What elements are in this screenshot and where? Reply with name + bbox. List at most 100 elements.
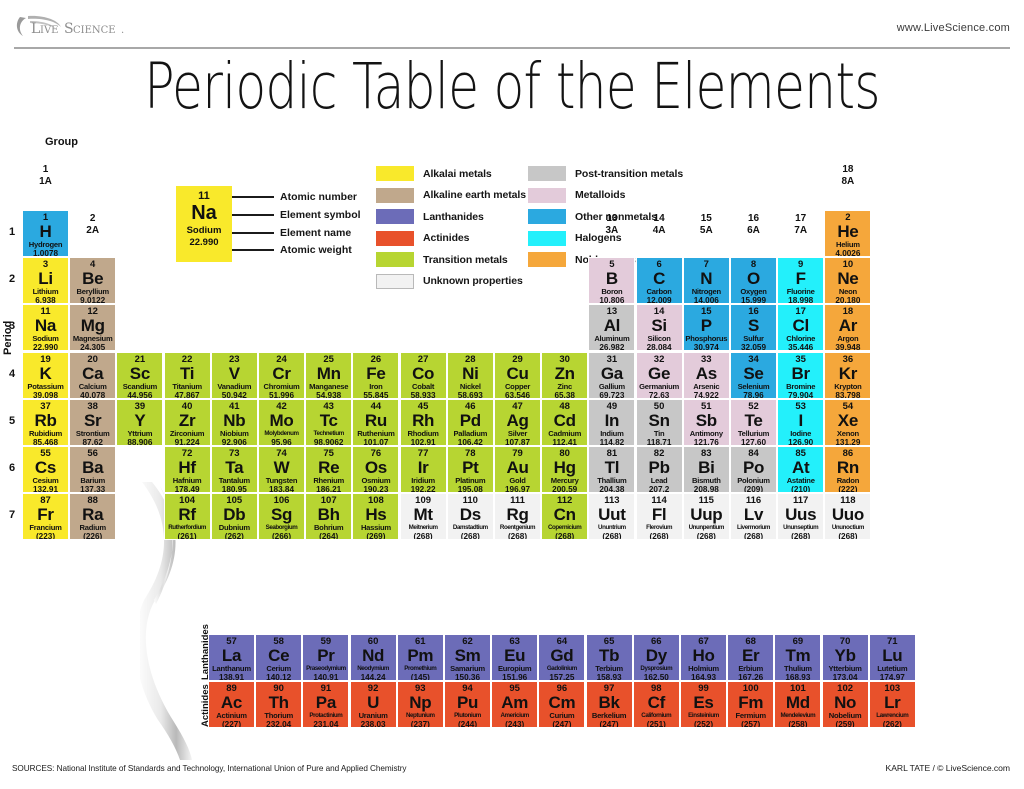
element-cell-Pt[interactable]: 78 Pt Platinum 195.08 (446, 446, 494, 493)
element-cell-Cr[interactable]: 24 Cr Chromium 51.996 (258, 351, 305, 399)
element-cell-Bi[interactable]: 83 Bi Bismuth 208.98 (682, 446, 730, 493)
element-cell-F[interactable]: 9 F Fluorine 18.998 (777, 257, 825, 305)
element-cell-Hg[interactable]: 80 Hg Mercury 200.59 (541, 446, 589, 493)
element-cell-Ir[interactable]: 77 Ir Iridium 192.22 (399, 446, 447, 493)
element-cell-Sb[interactable]: 51 Sb Antimony 121.76 (682, 398, 730, 446)
element-cell-Db[interactable]: 105 Db Dubnium (262) (210, 493, 258, 541)
element-cell-Eu[interactable]: 63 Eu Europium 151.96 (491, 634, 539, 681)
element-cell-Cs[interactable]: 55 Cs Cesium 132.91 (22, 446, 69, 493)
element-cell-Fl[interactable]: 114 Fl Flerovium (268) (635, 493, 683, 541)
element-cell-Uup[interactable]: 115 Uup Ununpentium (268) (682, 493, 730, 541)
element-cell-Rn[interactable]: 86 Rn Radon (222) (824, 446, 872, 493)
element-cell-H[interactable]: 1 H Hydrogen 1.0078 (22, 210, 69, 257)
element-cell-Au[interactable]: 79 Au Gold 196.97 (494, 446, 541, 493)
element-cell-Os[interactable]: 76 Os Osmium 190.23 (352, 446, 400, 493)
element-cell-Uut[interactable]: 113 Uut Ununtrium (268) (588, 493, 636, 541)
element-cell-Bk[interactable]: 97 Bk Berkelium (247) (585, 681, 633, 729)
element-cell-Mt[interactable]: 109 Mt Meitnerium (268) (399, 493, 447, 541)
element-cell-S[interactable]: 16 S Sulfur 32.059 (730, 304, 777, 352)
element-cell-Yb[interactable]: 70 Yb Ytterbium 173.04 (821, 634, 869, 681)
element-cell-Br[interactable]: 35 Br Bromine 79.904 (777, 351, 825, 399)
element-cell-Te[interactable]: 52 Te Tellurium 127.60 (730, 398, 777, 446)
element-cell-Ds[interactable]: 110 Ds Damstadtium (268) (446, 493, 494, 541)
element-cell-Ge[interactable]: 32 Ge Germanium 72.63 (635, 351, 683, 399)
element-cell-Rb[interactable]: 37 Rb Rubidium 85.468 (22, 398, 69, 446)
element-cell-Ne[interactable]: 10 Ne Neon 20.180 (824, 257, 872, 305)
element-cell-Be[interactable]: 4 Be Beryllium 9.0122 (69, 257, 117, 305)
element-cell-Al[interactable]: 13 Al Aluminum 26.982 (588, 304, 636, 352)
element-cell-Sn[interactable]: 50 Sn Tin 118.71 (635, 398, 683, 446)
element-cell-Rf[interactable]: 104 Rf Rutherfordium (261) (163, 493, 211, 541)
element-cell-Pd[interactable]: 46 Pd Palladium 106.42 (446, 398, 494, 446)
element-cell-Co[interactable]: 27 Co Cobalt 58.933 (399, 351, 447, 399)
element-cell-Re[interactable]: 75 Re Rhenium 186.21 (305, 446, 353, 493)
element-cell-Nb[interactable]: 41 Nb Niobium 92.906 (210, 398, 258, 446)
element-cell-Tl[interactable]: 81 Tl Thallium 204.38 (588, 446, 636, 493)
element-cell-Lu[interactable]: 71 Lu Lutetium 174.97 (868, 634, 916, 681)
element-cell-Cm[interactable]: 96 Cm Curium (247) (538, 681, 586, 729)
element-cell-Am[interactable]: 95 Am Americium (243) (491, 681, 539, 729)
element-cell-He[interactable]: 2 He Helium 4.0026 (824, 210, 872, 257)
element-cell-Ce[interactable]: 58 Ce Cerium 140.12 (255, 634, 303, 681)
element-cell-V[interactable]: 23 V Vanadium 50.942 (210, 351, 258, 399)
element-cell-Ho[interactable]: 67 Ho Holmium 164.93 (680, 634, 727, 681)
element-cell-Ca[interactable]: 20 Ca Calcium 40.078 (69, 351, 117, 399)
element-cell-Es[interactable]: 99 Es Einsteinium (252) (680, 681, 727, 729)
element-cell-Li[interactable]: 3 Li Lithium 6.938 (22, 257, 69, 305)
element-cell-Lr[interactable]: 103 Lr Lawrencium (262) (868, 681, 916, 729)
element-cell-Cl[interactable]: 17 Cl Chlorine 35.446 (777, 304, 825, 352)
element-cell-Na[interactable]: 11 Na Sodium 22.990 (22, 304, 69, 352)
element-cell-Hs[interactable]: 108 Hs Hassium (269) (352, 493, 400, 541)
element-cell-Ac[interactable]: 89 Ac Actinium (227) (208, 681, 255, 729)
element-cell-Np[interactable]: 93 Np Neptunium (237) (396, 681, 444, 729)
element-cell-Tc[interactable]: 43 Tc Technetium 98.9062 (305, 398, 353, 446)
element-cell-Sc[interactable]: 21 Sc Scandium 44.956 (116, 351, 164, 399)
element-cell-Zn[interactable]: 30 Zn Zinc 65.38 (541, 351, 589, 399)
element-cell-Pb[interactable]: 82 Pb Lead 207.2 (635, 446, 683, 493)
element-cell-Bh[interactable]: 107 Bh Bohrium (264) (305, 493, 353, 541)
element-cell-No[interactable]: 102 No Nobelium (259) (821, 681, 869, 729)
element-cell-Fr[interactable]: 87 Fr Francium (223) (22, 493, 69, 541)
element-cell-Nd[interactable]: 60 Nd Neodymium 144.24 (349, 634, 397, 681)
element-cell-Xe[interactable]: 54 Xe Xenon 131.29 (824, 398, 872, 446)
element-cell-Ni[interactable]: 28 Ni Nickel 58.693 (446, 351, 494, 399)
element-cell-Fm[interactable]: 100 Fm Fermium (257) (727, 681, 775, 729)
element-cell-O[interactable]: 8 O Oxygen 15.999 (730, 257, 777, 305)
element-cell-Sg[interactable]: 106 Sg Seaborgium (266) (258, 493, 305, 541)
element-cell-Ru[interactable]: 44 Ru Ruthenium 101.07 (352, 398, 400, 446)
element-cell-Si[interactable]: 14 Si Silicon 28.084 (635, 304, 683, 352)
element-cell-In[interactable]: 49 In Indium 114.82 (588, 398, 636, 446)
element-cell-Uuo[interactable]: 118 Uuo Ununoctium (268) (824, 493, 872, 541)
element-cell-Er[interactable]: 68 Er Erbium 167.26 (727, 634, 775, 681)
element-cell-Ag[interactable]: 47 Ag Silver 107.87 (494, 398, 541, 446)
element-cell-K[interactable]: 19 K Potassium 39.098 (22, 351, 69, 399)
element-cell-N[interactable]: 7 N Nitrogen 14.006 (682, 257, 730, 305)
element-cell-P[interactable]: 15 P Phosphorus 30.974 (682, 304, 730, 352)
element-cell-Ga[interactable]: 31 Ga Gallium 69.723 (588, 351, 636, 399)
element-cell-Ba[interactable]: 56 Ba Barium 137.33 (69, 446, 117, 493)
element-cell-Y[interactable]: 39 Y Yttrium 88.906 (116, 398, 164, 446)
element-cell-B[interactable]: 5 B Boron 10.806 (588, 257, 636, 305)
element-cell-Ti[interactable]: 22 Ti Titanium 47.867 (163, 351, 211, 399)
element-cell-Tm[interactable]: 69 Tm Thulium 168.93 (774, 634, 822, 681)
element-cell-Pr[interactable]: 59 Pr Praseodymium 140.91 (302, 634, 350, 681)
element-cell-Mn[interactable]: 25 Mn Manganese 54.938 (305, 351, 353, 399)
element-cell-As[interactable]: 33 As Arsenic 74.922 (682, 351, 730, 399)
element-cell-At[interactable]: 85 At Astatine (210) (777, 446, 825, 493)
element-cell-U[interactable]: 92 U Uranium 238.03 (349, 681, 397, 729)
element-cell-Pm[interactable]: 61 Pm Promethium (145) (396, 634, 444, 681)
site-url[interactable]: www.LiveScience.com (896, 22, 1010, 34)
element-cell-Ra[interactable]: 88 Ra Radium (226) (69, 493, 117, 541)
element-cell-Rg[interactable]: 111 Rg Roentgenium (268) (494, 493, 541, 541)
element-cell-Tb[interactable]: 65 Tb Terbium 158.93 (585, 634, 633, 681)
element-cell-Kr[interactable]: 36 Kr Krypton 83.798 (824, 351, 872, 399)
element-cell-Sr[interactable]: 38 Sr Strontium 87.62 (69, 398, 117, 446)
element-cell-Uus[interactable]: 117 Uus Ununseptium (268) (777, 493, 825, 541)
element-cell-Fe[interactable]: 26 Fe Iron 55.845 (352, 351, 400, 399)
element-cell-Pu[interactable]: 94 Pu Plutonium (244) (444, 681, 491, 729)
element-cell-Pa[interactable]: 91 Pa Protactinium 231.04 (302, 681, 350, 729)
element-cell-Mg[interactable]: 12 Mg Magnesium 24.305 (69, 304, 117, 352)
element-cell-La[interactable]: 57 La Lanthanum 138.91 (208, 634, 255, 681)
element-cell-Ar[interactable]: 18 Ar Argon 39.948 (824, 304, 872, 352)
element-cell-Ta[interactable]: 73 Ta Tantalum 180.95 (210, 446, 258, 493)
